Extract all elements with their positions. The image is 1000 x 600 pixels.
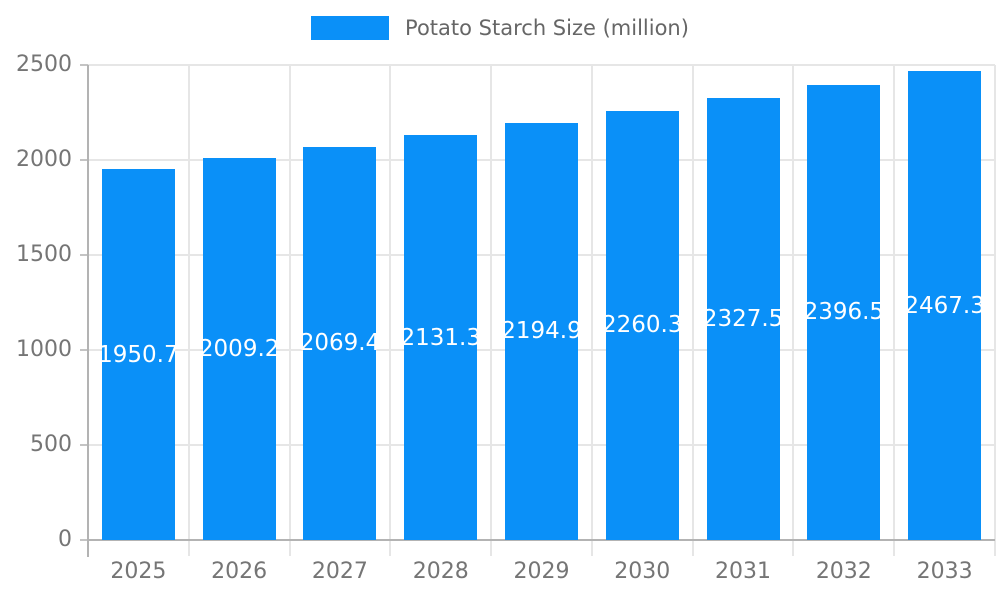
bar-2032[interactable] <box>807 84 881 540</box>
gridline-vertical <box>490 65 493 556</box>
bar-2028[interactable] <box>404 135 478 540</box>
bar-value-label: 2069.4 <box>299 330 381 357</box>
gridline-vertical <box>288 65 291 556</box>
gridline-vertical <box>994 65 996 556</box>
y-axis-tick <box>80 254 88 256</box>
bar-2026[interactable] <box>202 158 276 540</box>
gridline-vertical <box>691 65 694 556</box>
bar-2031[interactable] <box>706 97 780 540</box>
y-tick-label: 2000 <box>16 147 72 172</box>
y-axis-tick <box>80 64 88 66</box>
gridline-vertical <box>893 65 896 556</box>
legend[interactable]: Potato Starch Size (million) <box>0 16 1000 40</box>
y-tick-label: 500 <box>30 432 72 457</box>
bar-2025[interactable] <box>101 169 175 540</box>
gridline-horizontal <box>88 64 995 66</box>
x-axis-line <box>88 539 995 541</box>
gridline-vertical <box>590 65 593 556</box>
gridline-vertical <box>792 65 795 556</box>
y-axis-tick <box>80 539 88 541</box>
x-tick-label: 2027 <box>311 559 368 584</box>
bar-2027[interactable] <box>303 146 377 540</box>
x-tick-label: 2029 <box>513 559 570 584</box>
bar-value-label: 2009.2 <box>198 336 280 363</box>
y-tick-label: 2500 <box>16 52 72 77</box>
bar-value-label: 2327.5 <box>702 305 784 332</box>
bar-value-label: 2467.3 <box>904 292 985 319</box>
bar-2029[interactable] <box>505 122 578 540</box>
y-axis-tick <box>80 444 88 446</box>
y-axis-line <box>87 65 89 557</box>
legend-label: Potato Starch Size (million) <box>405 16 689 40</box>
y-tick-label: 1000 <box>16 337 72 362</box>
plot-area: 1950.7 2025 2009.2 2026 2069.4 2027 2131.3 2028… <box>80 64 996 584</box>
bar-value-label: 2131.3 <box>400 324 481 351</box>
bar-2030[interactable] <box>605 110 679 540</box>
bar-value-label: 2260.3 <box>602 312 683 339</box>
y-tick-label: 0 <box>58 527 72 552</box>
x-tick-label: 2031 <box>715 559 772 584</box>
bar-value-label: 1950.7 <box>98 341 179 368</box>
y-axis-tick <box>80 349 88 351</box>
x-tick-label: 2026 <box>211 559 268 584</box>
legend-swatch <box>311 16 390 40</box>
x-tick-label: 2030 <box>614 559 671 584</box>
y-axis-labels: 0 500 1000 1500 2000 2500 <box>0 53 72 552</box>
gridline-vertical <box>389 65 392 556</box>
x-tick-label: 2025 <box>110 559 167 584</box>
gridline-vertical <box>187 65 190 556</box>
y-tick-label: 1500 <box>16 242 72 267</box>
x-tick-label: 2032 <box>815 559 872 584</box>
bar-2033[interactable] <box>908 71 982 540</box>
x-tick-label: 2028 <box>412 559 469 584</box>
bar-value-label: 2194.9 <box>501 318 582 345</box>
bar-value-label: 2396.5 <box>803 299 885 326</box>
x-tick-label: 2033 <box>916 559 973 584</box>
y-axis-tick <box>80 159 88 161</box>
